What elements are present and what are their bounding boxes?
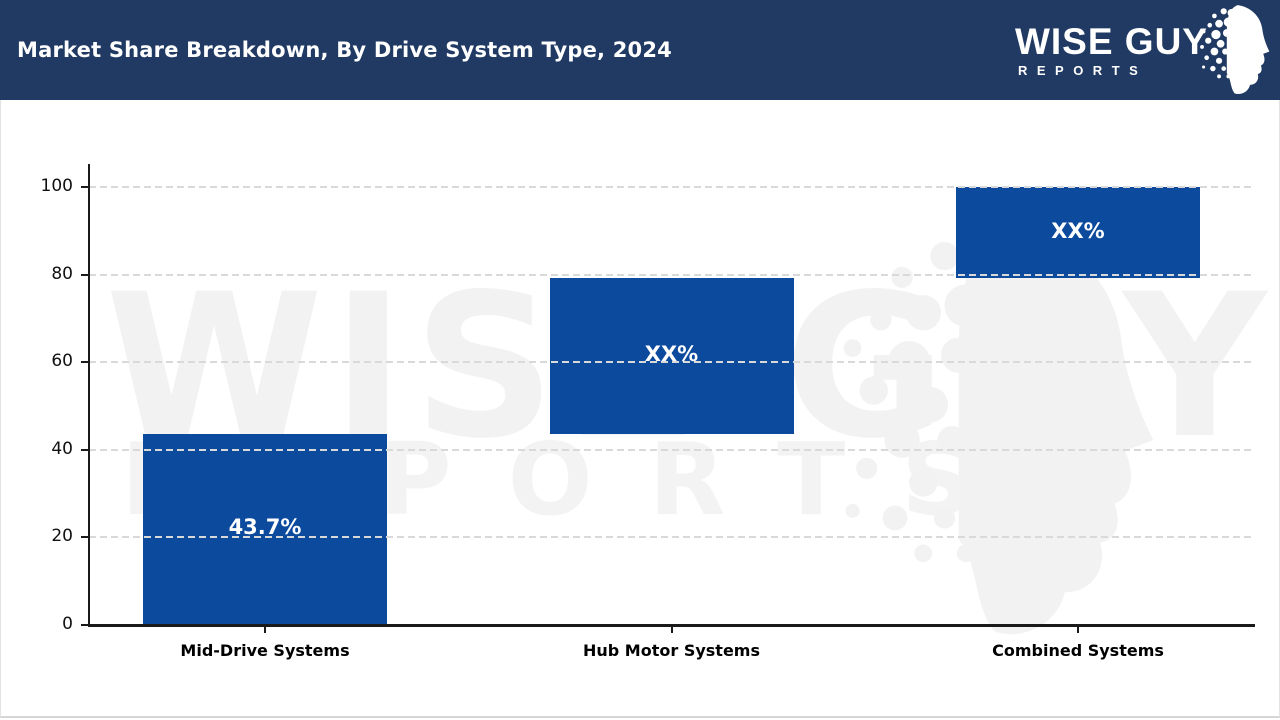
wiseguy-logo-text: WISE GUY REPORTS: [1015, 23, 1208, 78]
logo-subtitle: REPORTS: [1017, 62, 1148, 78]
gridline-80: [89, 273, 1254, 276]
gridline-20: [89, 536, 1254, 539]
wiseguy-head-icon: [1200, 5, 1270, 95]
bar-value-label: 43.7%: [228, 515, 302, 540]
x-tick-label: Combined Systems: [992, 641, 1164, 660]
gridline-40: [89, 448, 1254, 451]
y-tick-mark: [81, 624, 88, 626]
gridline-100: [89, 186, 1254, 188]
bar-combined-systems: [956, 187, 1200, 279]
x-tick-label: Hub Motor Systems: [583, 641, 760, 660]
gridline-60: [89, 361, 1254, 364]
y-tick-mark: [81, 448, 88, 451]
x-tick-mark: [670, 626, 673, 633]
chart-title: Market Share Breakdown, By Drive System …: [17, 38, 672, 62]
y-axis-line: [88, 164, 90, 627]
bar-value-label: XX%: [644, 341, 699, 366]
x-axis-line: [88, 624, 1255, 627]
y-tick-mark: [81, 536, 88, 539]
header-bar: Market Share Breakdown, By Drive System …: [0, 0, 1280, 100]
y-tick-mark: [81, 186, 88, 188]
x-tick-label: Mid-Drive Systems: [180, 641, 350, 660]
y-tick-mark: [81, 273, 88, 276]
y-tick-label: 0: [62, 614, 73, 634]
bar-mid-drive-systems: [143, 433, 387, 625]
y-tick-mark: [81, 361, 88, 364]
y-tick-label: 80: [51, 263, 73, 284]
bar-value-label: XX%: [1051, 218, 1105, 243]
x-tick-mark: [264, 626, 266, 633]
bar-hub-motor-systems: [549, 278, 794, 434]
logo-wordmark: WISE GUY: [1014, 20, 1208, 62]
wiseguy-logo: WISE GUY REPORTS: [1015, 2, 1274, 98]
y-tick-label: 40: [51, 438, 73, 459]
x-tick-mark: [1077, 626, 1079, 633]
y-tick-label: 100: [40, 176, 73, 196]
y-tick-label: 20: [51, 526, 73, 547]
y-tick-label: 60: [51, 351, 73, 372]
plot-area: 0 20 40 60 80 100 Mid-Drive Systems Hub Motor S…: [1, 100, 1279, 716]
